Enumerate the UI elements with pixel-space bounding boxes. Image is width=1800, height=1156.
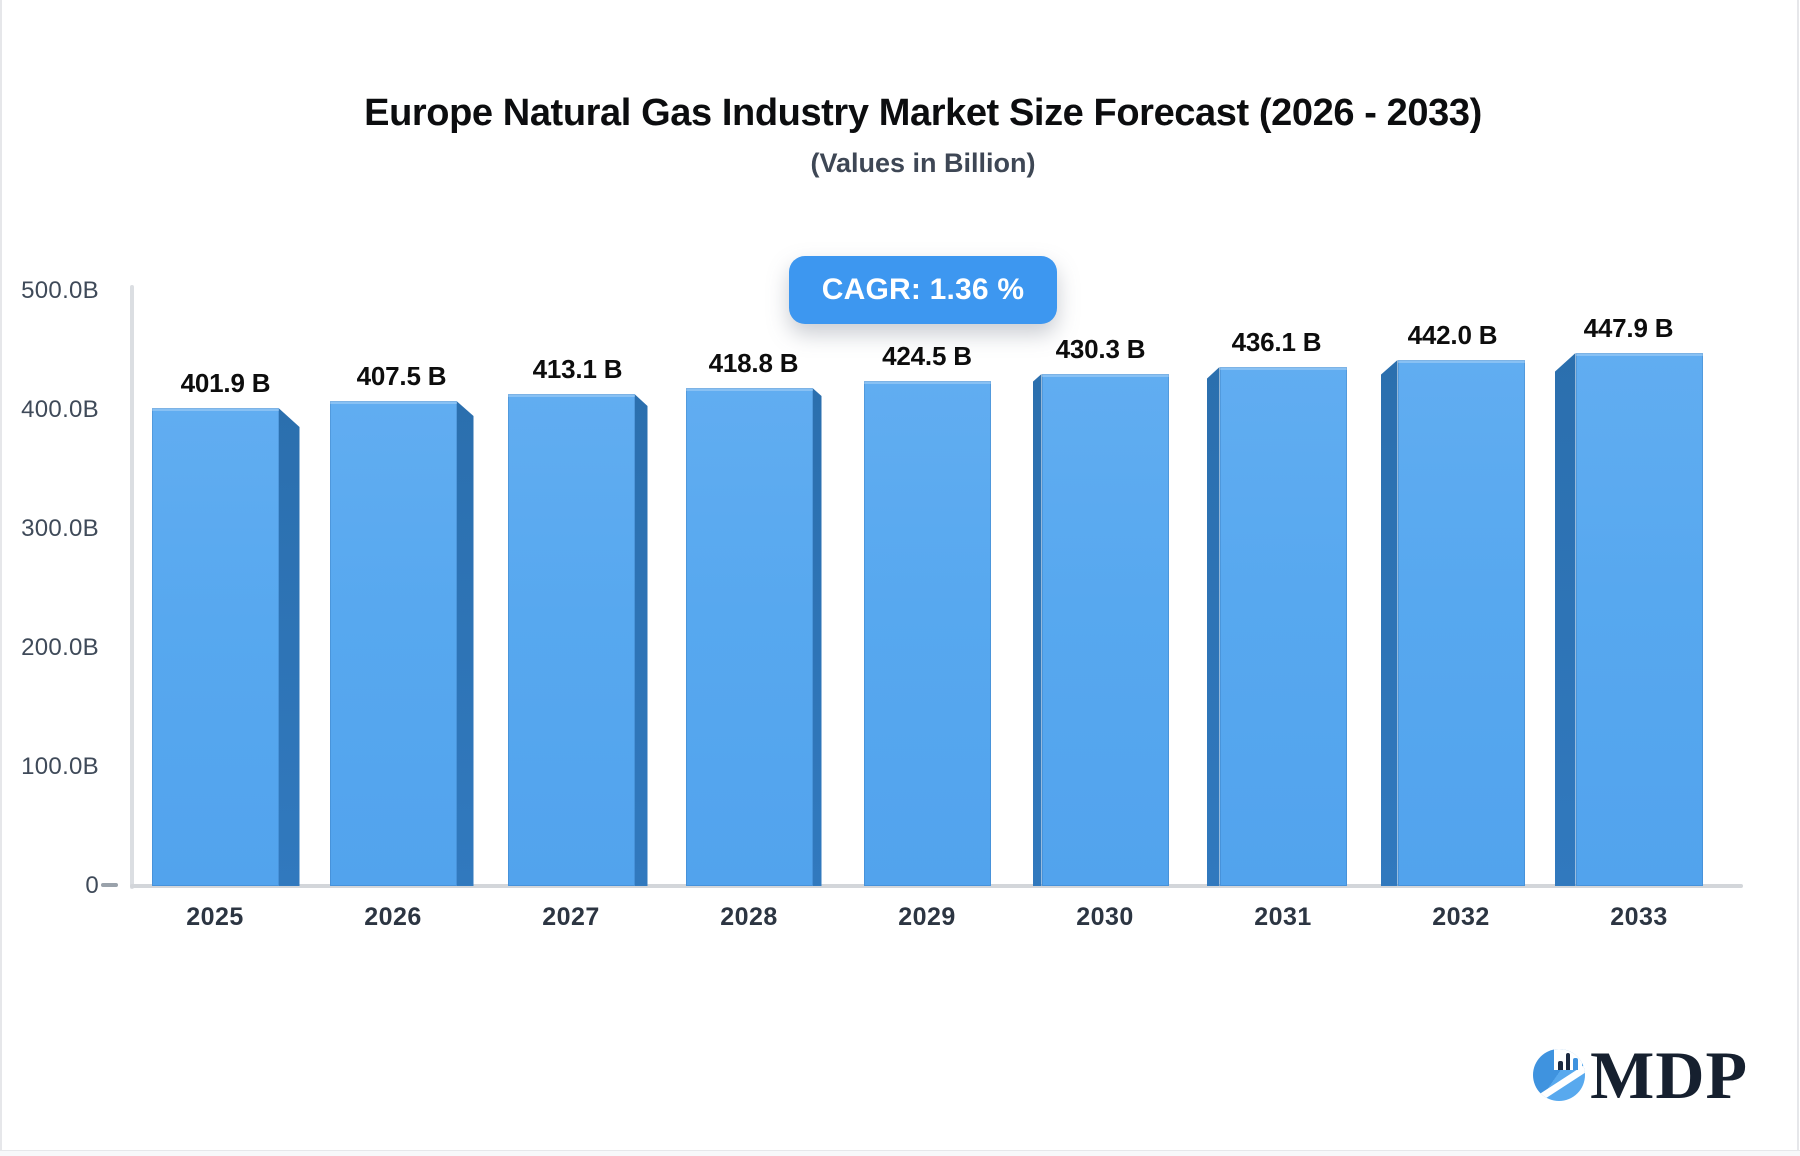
bar-2029 bbox=[863, 381, 991, 886]
card-border-left bbox=[0, 0, 2, 1150]
bar-value-label: 407.5 B bbox=[356, 361, 447, 391]
y-axis-line bbox=[130, 285, 134, 889]
bar-side-face bbox=[1554, 353, 1576, 886]
y-axis-tick-label: 0 bbox=[85, 872, 99, 899]
bar-side-face bbox=[812, 388, 822, 886]
bar-side-face bbox=[1032, 374, 1042, 886]
bar-front-face bbox=[1575, 353, 1703, 886]
bar-side-face bbox=[634, 394, 648, 886]
x-axis-label: 2033 bbox=[1610, 903, 1668, 931]
bar-front-face bbox=[863, 381, 991, 886]
bar-2025 bbox=[151, 408, 300, 886]
bar-front-face bbox=[1219, 367, 1347, 886]
bar-front-face bbox=[329, 401, 457, 886]
brand-name: MDP bbox=[1590, 1037, 1748, 1113]
x-axis-label: 2025 bbox=[186, 903, 244, 931]
x-axis-label: 2031 bbox=[1254, 903, 1312, 931]
x-axis-label: 2032 bbox=[1432, 903, 1490, 931]
bar-side-face bbox=[1380, 360, 1398, 886]
bar-2026 bbox=[329, 401, 474, 886]
bar-side-face bbox=[278, 408, 300, 886]
page-title: Europe Natural Gas Industry Market Size … bbox=[364, 92, 1482, 134]
bar-side-face bbox=[456, 401, 474, 886]
card-border-right bbox=[1797, 0, 1799, 1150]
x-axis-label: 2026 bbox=[364, 903, 422, 931]
bar-2032 bbox=[1380, 360, 1525, 886]
y-axis-tick-label: 500.0B bbox=[21, 277, 99, 304]
x-axis-label: 2027 bbox=[542, 903, 600, 931]
x-axis-label: 2029 bbox=[898, 903, 956, 931]
bar-2033 bbox=[1554, 353, 1703, 886]
y-axis-tick-label: 400.0B bbox=[21, 396, 99, 423]
bar-front-face bbox=[1041, 374, 1169, 886]
bar-2031 bbox=[1206, 367, 1347, 886]
bar-value-label: 430.3 B bbox=[1055, 334, 1146, 364]
bar-value-label: 447.9 B bbox=[1583, 313, 1674, 343]
bar-value-label: 418.8 B bbox=[708, 348, 799, 378]
y-axis-tick-label: 300.0B bbox=[21, 515, 99, 542]
bar-2027 bbox=[507, 394, 648, 886]
bar-2028 bbox=[685, 388, 822, 886]
bar-front-face bbox=[507, 394, 635, 886]
pie-chart-icon bbox=[1533, 1049, 1586, 1101]
bar-value-label: 401.9 B bbox=[180, 368, 271, 398]
bar-front-face bbox=[1397, 360, 1525, 886]
bar-front-face bbox=[151, 408, 279, 886]
y-axis-tick-label: 100.0B bbox=[21, 753, 99, 780]
x-axis-label: 2028 bbox=[720, 903, 778, 931]
card-border-bottom bbox=[0, 1150, 1800, 1156]
zero-tick-mark bbox=[101, 883, 118, 887]
cagr-badge: CAGR: 1.36 % bbox=[789, 256, 1057, 324]
bar-value-label: 442.0 B bbox=[1407, 320, 1498, 350]
x-axis-label: 2030 bbox=[1076, 903, 1134, 931]
bar-value-label: 424.5 B bbox=[882, 341, 972, 371]
y-axis-tick-label: 200.0B bbox=[21, 634, 99, 661]
bar-value-label: 436.1 B bbox=[1231, 327, 1322, 357]
bar-value-label: 413.1 B bbox=[532, 354, 623, 384]
bar-2030 bbox=[1032, 374, 1169, 886]
cagr-badge-label: CAGR: 1.36 % bbox=[821, 273, 1025, 306]
brand-logo: MDP bbox=[1533, 1040, 1748, 1110]
page-subtitle: (Values in Billion) bbox=[810, 148, 1036, 178]
bar-side-face bbox=[1206, 367, 1220, 886]
bar-front-face bbox=[685, 388, 813, 886]
